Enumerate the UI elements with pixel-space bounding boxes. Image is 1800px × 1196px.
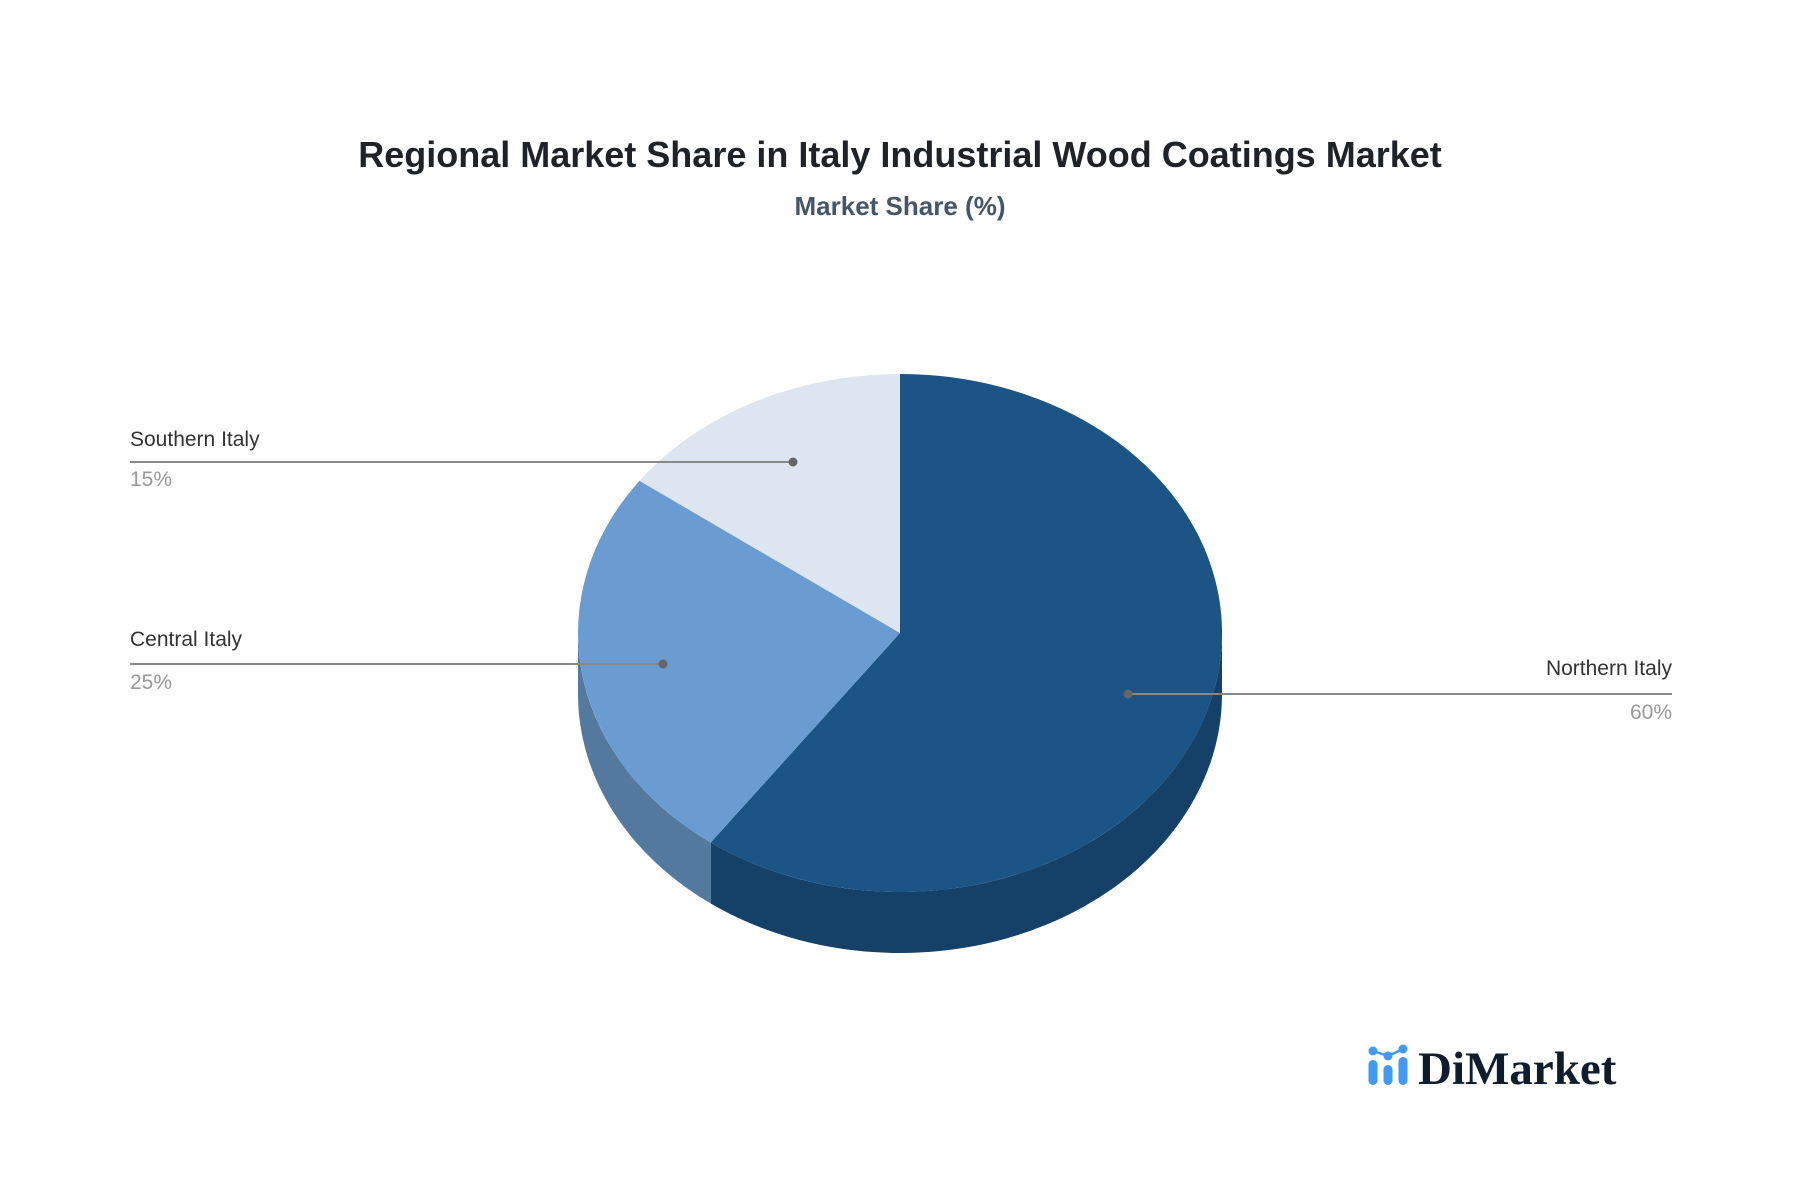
- bar-chart-logo-icon: [1368, 1044, 1408, 1085]
- slice-value-central-italy: 25%: [130, 671, 173, 694]
- connector-central-italy: [130, 659, 668, 669]
- chart-subtitle: Market Share (%): [794, 191, 1006, 221]
- pie-slice-central-italy[interactable]: [578, 480, 900, 843]
- connector-southern-italy: [130, 457, 798, 467]
- slice-value-northern-italy: 60%: [1629, 701, 1672, 724]
- pie-slice-southern-italy[interactable]: [639, 374, 901, 633]
- slice-label-central-italy: Central Italy: [130, 628, 243, 651]
- slice-value-southern-italy: 15%: [130, 468, 173, 491]
- pie-slice-side-central-italy: [578, 633, 711, 904]
- pie-slice-side-northern-italy: [710, 633, 1222, 953]
- pie-slice-northern-italy[interactable]: [710, 374, 1223, 892]
- slice-label-northern-italy: Northern Italy: [1545, 657, 1672, 680]
- connector-northern-italy: [1123, 689, 1672, 699]
- dimarket-logo[interactable]: DiMarket: [1364, 1042, 1664, 1102]
- slice-label-southern-italy: Southern Italy: [130, 428, 260, 451]
- chart-title: Regional Market Share in Italy Industria…: [358, 134, 1442, 175]
- logo-text: DiMarket: [1418, 1043, 1617, 1095]
